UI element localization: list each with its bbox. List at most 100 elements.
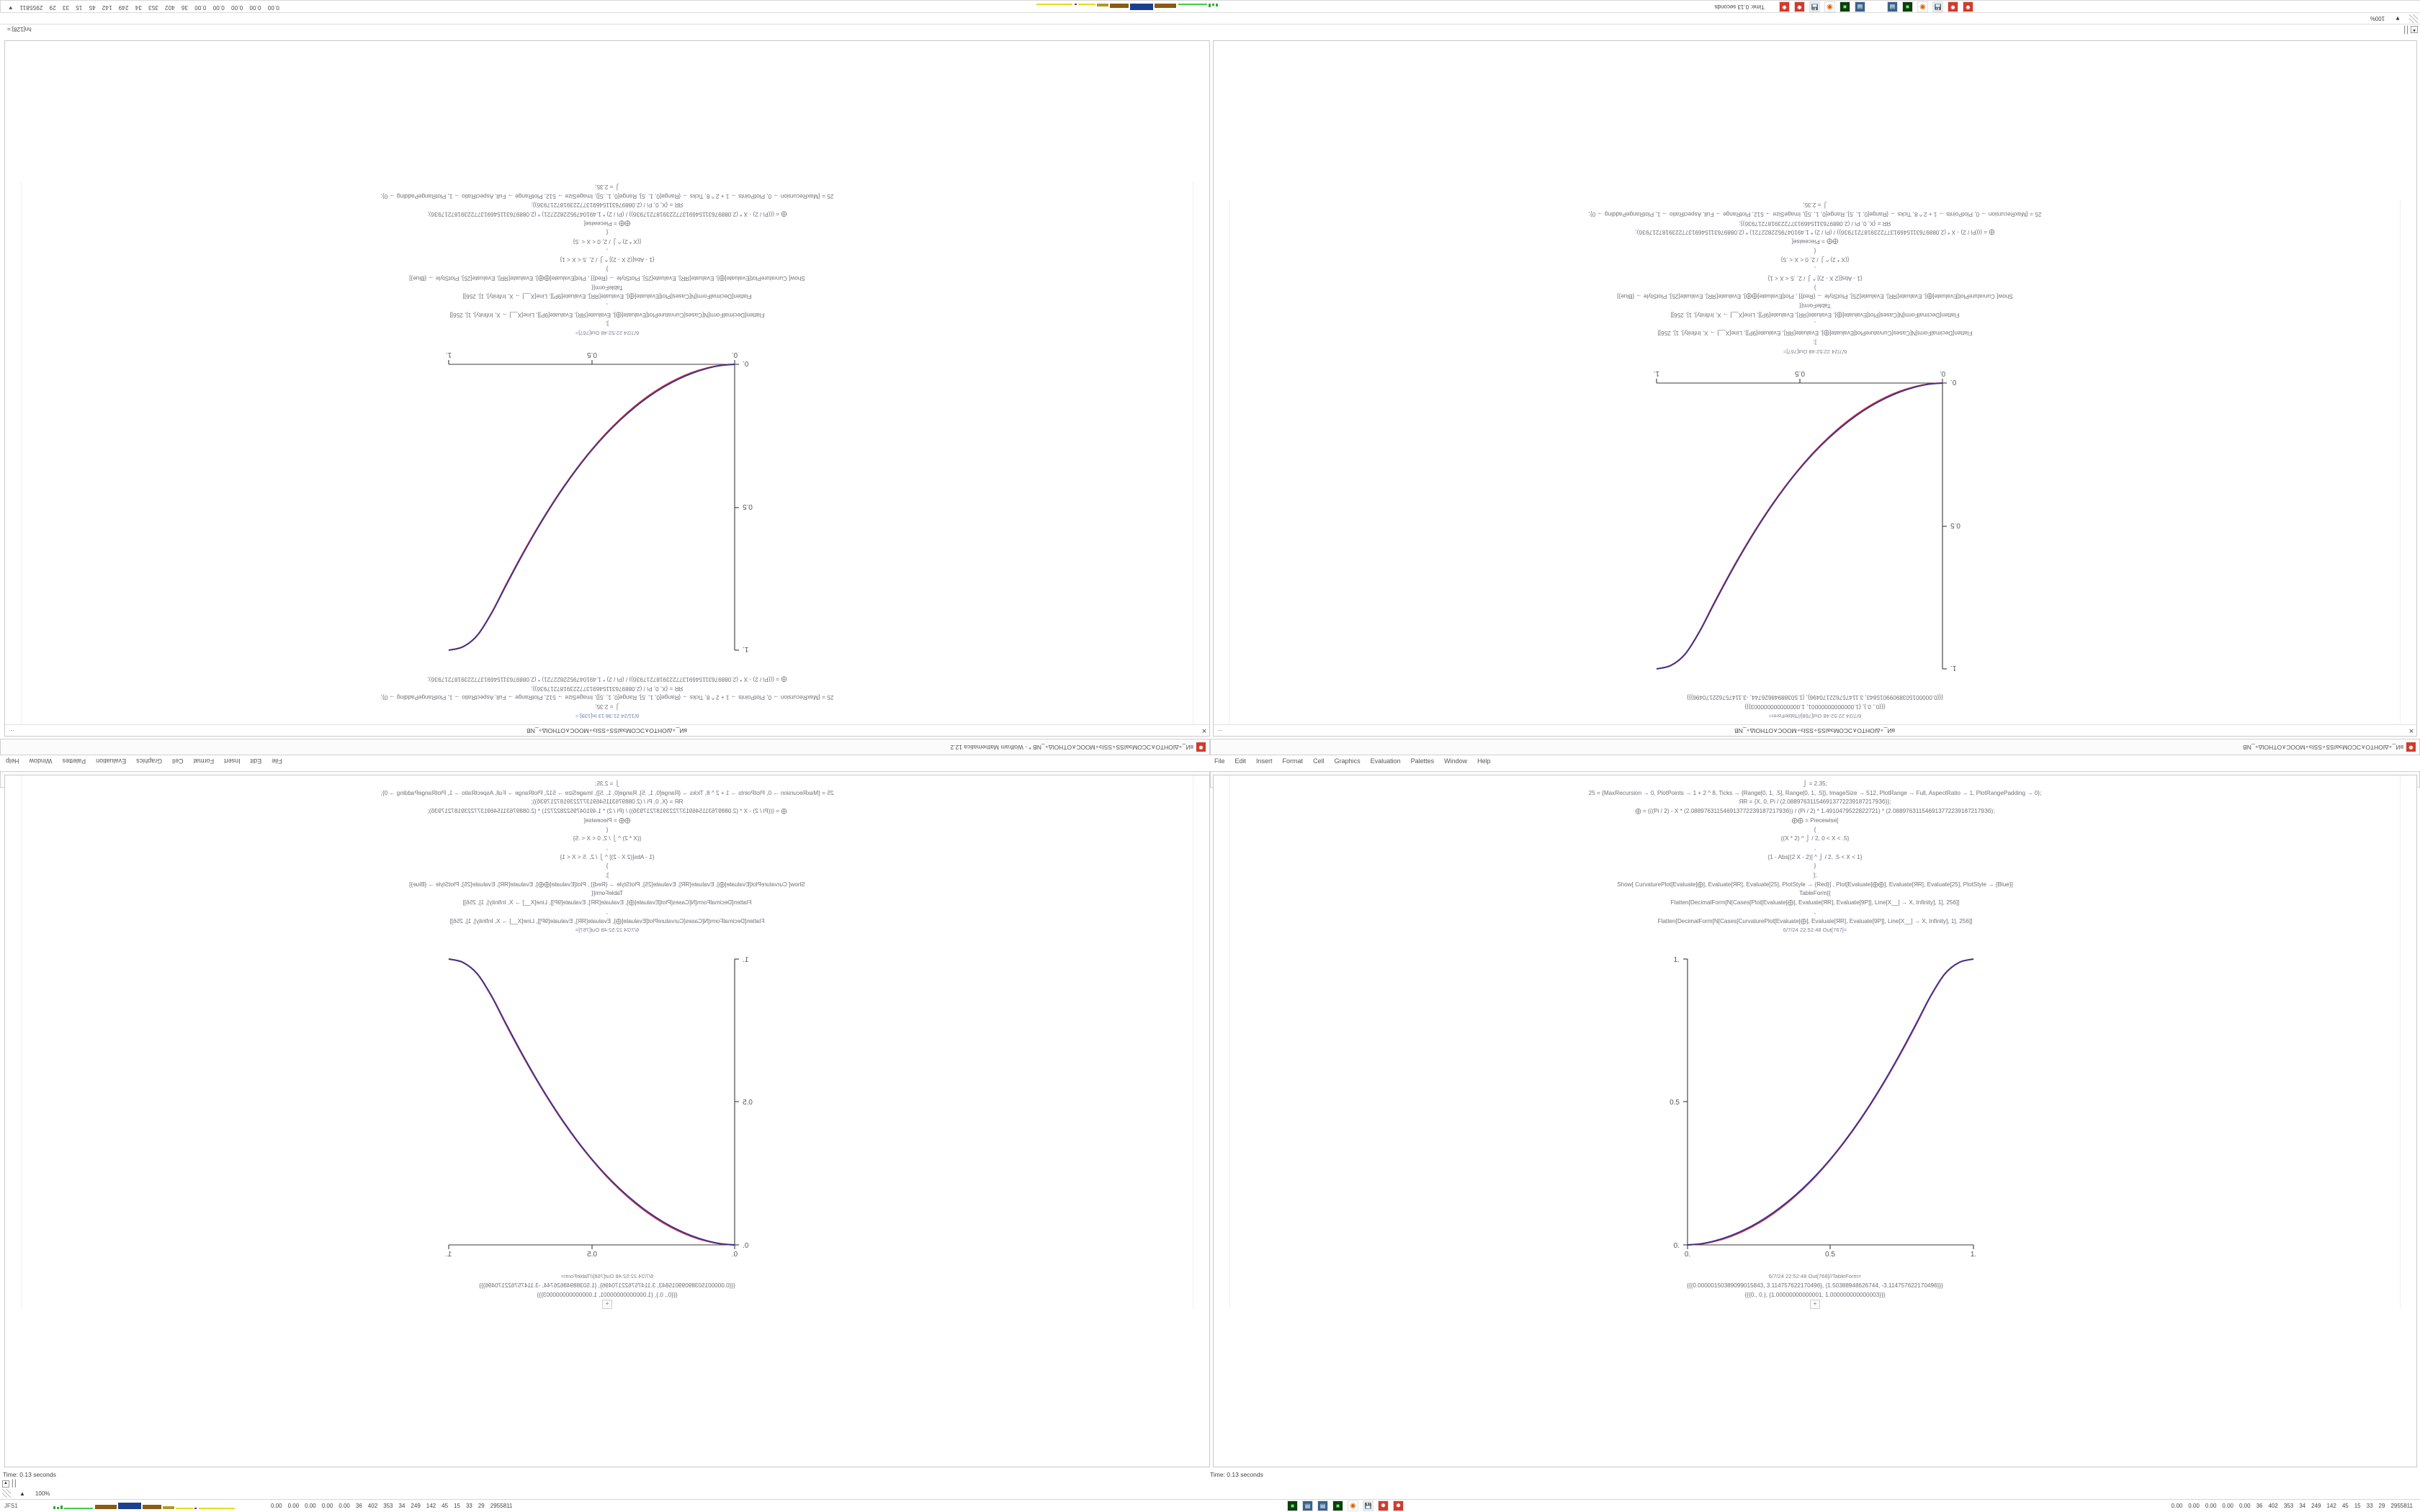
code-line[interactable]: 25 = {MaxRecursion → 0, PlotPoints → 1 +… (1588, 789, 2042, 796)
curvature-plot[interactable]: 0. 0.5 1. 0. 0.5 1. (1646, 935, 1984, 1272)
code-line[interactable]: , (606, 302, 609, 309)
code-line[interactable]: {(X * 2) ^ ⎭ / 2, 0 < X < .5} (573, 238, 642, 246)
code-line[interactable]: {1 - Abs[(2 X - 2)] ^ ⎭ / 2, .5 < X < 1} (1767, 853, 1863, 860)
code-line[interactable]: ]; (605, 320, 609, 328)
code-line[interactable]: ]; (1813, 338, 1817, 346)
code-line[interactable]: ⎭ = 2.35; (595, 780, 619, 787)
start-label[interactable]: JFS1 (4, 1503, 18, 1509)
close-icon[interactable]: ✕ (1201, 727, 1207, 734)
code-line[interactable]: , (606, 908, 609, 915)
firefox-icon[interactable]: ◉ (1348, 1500, 1358, 1511)
zoom-level-label[interactable]: 100% (35, 1490, 50, 1497)
code-line[interactable]: Flatten[DecimalForm[N[Cases[Plot[Evaluat… (1670, 311, 1960, 318)
plot-container[interactable]: 0. 0.5 1. 0. 0.5 1. (1232, 356, 2398, 693)
code-line[interactable]: ⎭ = 2.35; (595, 703, 619, 711)
code-line[interactable]: TableForm[{ (591, 890, 623, 897)
notebook-window-bottom-left[interactable]: ⎭ = 2.35; 25 = {MaxRecursion → 0, PlotPo… (4, 775, 1210, 1467)
code-line[interactable]: ⨁ = (((Pi / 2) - X * (2.0889763115469137… (427, 808, 787, 815)
code-line[interactable]: TableForm[{ (1799, 890, 1831, 897)
monitor-icon[interactable]: ▤ (1302, 1500, 1313, 1511)
code-line[interactable]: ЯR = {X, 0, Pi / (2.08897631154691377223… (531, 685, 684, 692)
code-line[interactable]: , (1814, 844, 1816, 851)
code-line[interactable]: ⨁⨁ = Piecewise[ (583, 816, 631, 824)
code-line[interactable]: , (1814, 266, 1816, 273)
add-cell-icon[interactable]: + (602, 1300, 612, 1310)
menu-file[interactable]: File (272, 757, 282, 765)
code-line[interactable]: { (1814, 247, 1816, 254)
code-line[interactable]: {(X * 2) ^ ⎭ / 2, 0 < X < .5} (1780, 835, 1850, 842)
code-line[interactable]: 25 = {MaxRecursion → 0, PlotPoints → 1 +… (380, 192, 834, 199)
mathematica-spikey-icon-4[interactable]: ✸ (1779, 1, 1790, 12)
save-64-icon[interactable]: 💾 (1363, 1500, 1373, 1511)
menu-palettes[interactable]: Palettes (1410, 757, 1435, 765)
caret-up-icon[interactable]: ▲ (19, 1490, 25, 1497)
mathematica-spikey-icon-2[interactable]: ✸ (1948, 1, 1958, 12)
code-line[interactable]: ЯR = {X, 0, Pi / (2.08897631154691377223… (1739, 220, 1891, 227)
code-line[interactable]: ⨁ = (((Pi / 2) - X * (2.0889763115469137… (427, 675, 787, 683)
code-line[interactable]: Flatten[DecimalForm[N[Cases[CurvaturePlo… (449, 917, 765, 924)
code-line[interactable]: ]; (1813, 872, 1817, 879)
notebook-window-top-right[interactable]: ✕ вИ_∘∆IOHTO∧ƆCOMэаIЅЅ∘ЅЅIэ∘MOOC∧OTHOI∆∘… (1213, 40, 2417, 737)
menu-graphics[interactable]: Graphics (1334, 757, 1361, 765)
menu-cell[interactable]: Cell (1313, 757, 1325, 765)
code-line[interactable]: ЯR = {X, 0, Pi / (2.08897631154691377223… (531, 798, 684, 806)
code-line[interactable]: ⨁⨁ = Piecewise[ (1791, 816, 1839, 824)
menu-help[interactable]: Help (6, 757, 19, 765)
scroll-up-icon[interactable]: ▲ (2, 1480, 9, 1488)
code-line[interactable]: , (606, 844, 609, 851)
notebook-window-bottom-right[interactable]: ⎭ = 2.35; 25 = {MaxRecursion → 0, PlotPo… (1213, 775, 2417, 1467)
menu-evaluation[interactable]: Evaluation (1370, 757, 1401, 765)
code-line[interactable]: {1 - Abs[(2 X - 2)] ^ ⎭ / 2, .5 < X < 1} (560, 256, 655, 264)
code-line[interactable]: Flatten[DecimalForm[N[Cases[CurvaturePlo… (449, 311, 765, 318)
code-line[interactable]: ЯR = {X, 0, Pi / (2.08897631154691377223… (531, 202, 684, 209)
scroll-up-icon[interactable]: ▲ (2411, 26, 2418, 33)
menu-palettes[interactable]: Palettes (62, 757, 86, 765)
code-line[interactable]: TableForm[{ (1799, 302, 1831, 309)
code-line[interactable]: Show[ CurvaturePlot[Evaluate[⨁], Evaluat… (409, 881, 805, 888)
firefox-icon-2[interactable]: ◉ (1824, 1, 1835, 12)
code-line[interactable]: Flatten[DecimalForm[N[Cases[CurvaturePlo… (1657, 330, 1973, 337)
pager-icon[interactable]: ⎢⎢ (12, 1480, 18, 1488)
terminal-icon[interactable]: ■ (1902, 1, 1913, 12)
code-line[interactable]: } (1814, 863, 1816, 870)
code-line[interactable]: Show[ CurvaturePlot[Evaluate[⨁], Evaluat… (409, 274, 805, 282)
code-line[interactable]: , (1814, 320, 1816, 328)
notebook-window-top-left[interactable]: ✕ вИ_∘∆IOHTO∧ƆCOMэаIЅЅ∘ЅЅIэ∘MOOC∧OTHOI∆∘… (4, 40, 1210, 737)
code-line[interactable]: 25 = {MaxRecursion → 0, PlotPoints → 1 +… (380, 789, 834, 796)
pager-icon[interactable]: ⎢⎢ (2403, 25, 2408, 34)
code-line[interactable]: { (1814, 826, 1816, 833)
code-line[interactable]: { (606, 826, 609, 833)
code-line[interactable]: } (606, 266, 609, 273)
monitor-icon-2[interactable]: ▤ (1855, 1, 1865, 12)
mathematica-spikey-icon-2[interactable]: ✸ (1393, 1500, 1404, 1511)
close-icon[interactable]: ✕ (2408, 727, 2414, 734)
zoom-level-label[interactable]: 100% (2370, 15, 2385, 22)
menu-edit[interactable]: Edit (1234, 757, 1247, 765)
curvature-plot[interactable]: 0. 0.5 1. 0. 0.5 1. (1646, 356, 1984, 693)
code-line[interactable]: ]; (605, 872, 609, 879)
terminal-icon[interactable]: ■ (1287, 1500, 1298, 1511)
code-line[interactable]: ⨁ = (((Pi / 2) - X * (2.0889763115469137… (1635, 229, 1995, 236)
window-menu-icon[interactable]: ⋯ (8, 727, 14, 734)
code-line[interactable]: ⨁ = (((Pi / 2) - X * (2.0889763115469137… (427, 210, 787, 217)
code-line[interactable]: , (1814, 908, 1816, 915)
menu-cell[interactable]: Cell (172, 757, 184, 765)
code-line[interactable]: {(X * 2) ^ ⎭ / 2, 0 < X < .5} (1780, 256, 1850, 264)
code-line[interactable]: ⎭ = 2.35; (1803, 780, 1827, 787)
code-line[interactable]: , (606, 247, 609, 254)
code-line[interactable]: } (606, 863, 609, 870)
menu-edit[interactable]: Edit (250, 757, 262, 765)
code-line[interactable]: {(X * 2) ^ ⎭ / 2, 0 < X < .5} (573, 835, 642, 842)
code-line[interactable]: { (606, 229, 609, 236)
plot-container[interactable]: 0. 0.5 1. 0. 0.5 1. (1232, 935, 2398, 1272)
code-line[interactable]: } (1814, 284, 1816, 291)
mathematica-spikey-icon[interactable]: ✸ (1963, 1, 1973, 12)
titlebar[interactable]: ✕ вИ_∘∆IOHTO∧ƆCOMэаIЅЅ∘ЅЅIэ∘MOOC∧OTHOI∆∘… (5, 724, 1209, 736)
window-menu-icon[interactable]: ⋯ (1216, 727, 1223, 734)
menu-format[interactable]: Format (193, 757, 215, 765)
plot-container[interactable]: 0. 0.5 1. 0. 0.5 1. (24, 337, 1191, 674)
titlebar[interactable]: ✕ вИ_∘∆IOHTO∧ƆCOMэаIЅЅ∘ЅЅIэ∘MOOC∧OTHOI∆∘… (1214, 724, 2416, 736)
resize-hatch-icon[interactable] (2, 1489, 11, 1498)
code-line[interactable]: {1 - Abs[(2 X - 2)] ^ ⎭ / 2, .5 < X < 1} (560, 853, 655, 860)
code-line[interactable]: Show[ CurvaturePlot[Evaluate[⨁], Evaluat… (1617, 293, 2013, 300)
